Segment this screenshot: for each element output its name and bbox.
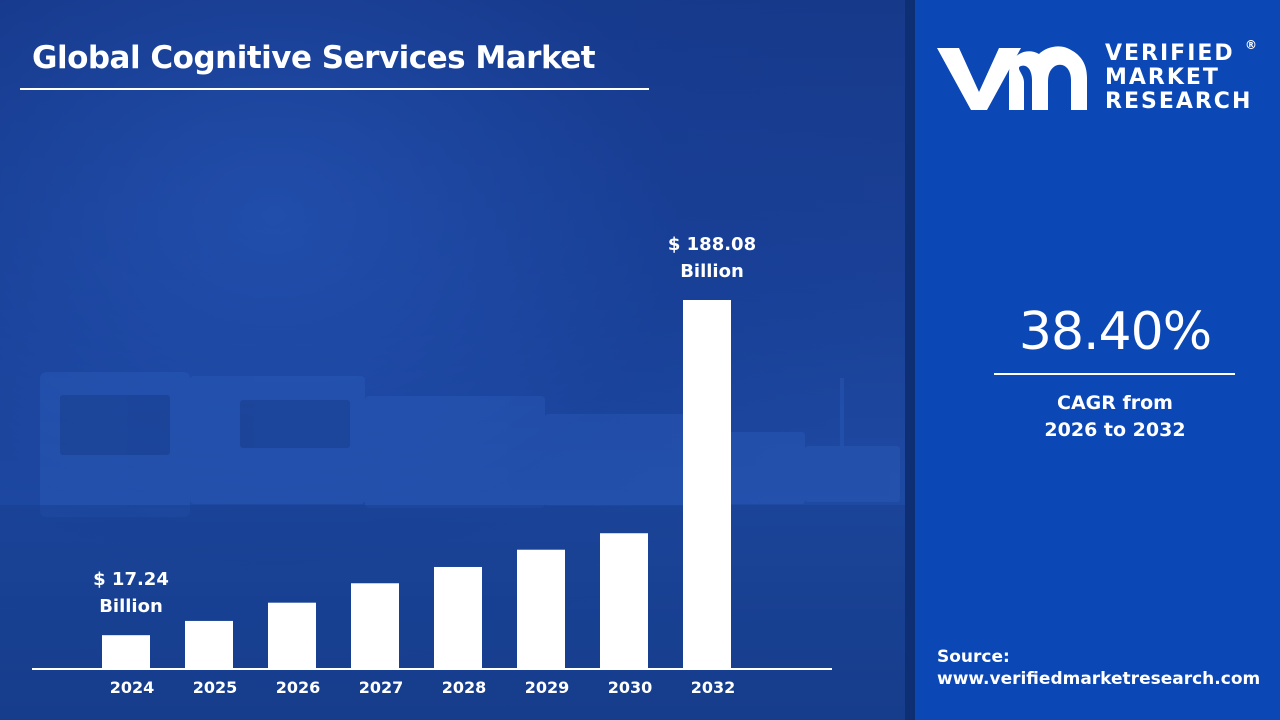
info-panel — [915, 0, 1280, 720]
source-note: Source: www.verifiedmarketresearch.com — [937, 646, 1260, 690]
chart-panel: Global Cognitive Services Market 2024 202… — [0, 0, 912, 720]
x-tick-label-2030: 2030 — [608, 678, 653, 697]
data-label-2024-value: $ 17.24 — [93, 569, 169, 590]
panel-divider — [905, 0, 915, 720]
x-tick-label-2026: 2026 — [276, 678, 321, 697]
source-url: www.verifiedmarketresearch.com — [937, 669, 1261, 689]
data-label-2024-unit: Billion — [99, 596, 163, 617]
bar-2032 — [683, 300, 731, 669]
bar-chart: 2024 2025 2026 2027 2028 2029 2030 2032 $ 17.24 B… — [32, 234, 832, 697]
cagr-label: CAGR from 2026 to 2032 — [995, 390, 1235, 444]
data-label-2032-unit: Billion — [680, 261, 744, 282]
brand-line-1: VERIFIED — [1105, 41, 1235, 66]
bar-2029 — [517, 549, 565, 669]
bar-2030 — [600, 533, 648, 669]
bar-2028 — [434, 566, 482, 669]
bar-2025 — [185, 620, 233, 669]
title-underline — [20, 88, 649, 90]
cagr-value: 38.40% — [1018, 302, 1212, 362]
cagr-label-line-1: CAGR from — [1057, 392, 1173, 414]
x-tick-label-2027: 2027 — [359, 678, 404, 697]
data-label-2032-value: $ 188.08 — [668, 234, 756, 255]
x-tick-label-2032: 2032 — [691, 678, 736, 697]
x-tick-label-2028: 2028 — [442, 678, 487, 697]
vmr-logo-icon — [937, 46, 1087, 110]
bar-2027 — [351, 583, 399, 669]
brand-line-3: RESEARCH — [1105, 89, 1253, 114]
cagr-label-line-2: 2026 to 2032 — [1044, 419, 1186, 441]
x-tick-label-2029: 2029 — [525, 678, 570, 697]
page-title: Global Cognitive Services Market — [32, 40, 596, 76]
brand-logo: VERIFIED MARKET RESEARCH ® — [935, 38, 1257, 120]
x-tick-label-2025: 2025 — [193, 678, 238, 697]
brand-line-2: MARKET — [1105, 65, 1220, 90]
registered-mark: ® — [1245, 38, 1257, 52]
truck-background-image — [40, 372, 900, 517]
bar-2024 — [102, 635, 150, 669]
source-label: Source: — [937, 647, 1010, 667]
bar-2026 — [268, 602, 316, 669]
x-tick-label-2024: 2024 — [110, 678, 155, 697]
cagr-divider — [994, 373, 1235, 375]
